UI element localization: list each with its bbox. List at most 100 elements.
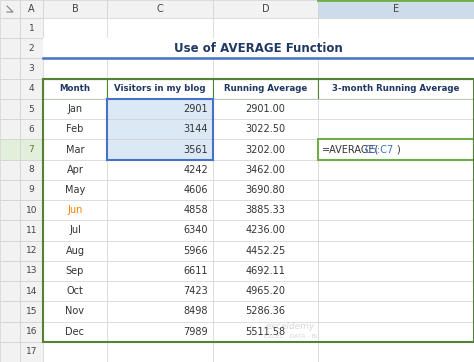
Bar xyxy=(318,99,474,119)
Bar xyxy=(43,119,107,139)
Bar xyxy=(43,281,107,301)
Bar xyxy=(107,281,213,301)
Bar xyxy=(43,79,474,342)
Bar xyxy=(20,59,43,79)
Bar xyxy=(20,281,43,301)
Bar xyxy=(318,301,474,321)
Bar xyxy=(43,321,107,342)
Text: 5511.58: 5511.58 xyxy=(246,327,285,337)
Bar xyxy=(20,99,43,119)
Text: Mar: Mar xyxy=(66,144,84,155)
Bar xyxy=(43,281,107,301)
Text: 4452.25: 4452.25 xyxy=(246,246,286,256)
Bar xyxy=(107,241,213,261)
Bar xyxy=(318,342,474,362)
Bar xyxy=(213,59,318,79)
Bar xyxy=(43,38,474,59)
Bar xyxy=(107,18,213,38)
Bar xyxy=(43,79,107,99)
Text: 4236.00: 4236.00 xyxy=(246,226,285,235)
Text: C: C xyxy=(156,4,164,14)
Bar xyxy=(213,321,318,342)
Text: 12: 12 xyxy=(26,246,37,255)
Bar xyxy=(318,220,474,241)
Text: Month: Month xyxy=(60,84,91,93)
Bar xyxy=(213,200,318,220)
Bar xyxy=(0,261,20,281)
Text: 11: 11 xyxy=(26,226,37,235)
Text: 6340: 6340 xyxy=(183,226,208,235)
Bar xyxy=(213,261,318,281)
Bar xyxy=(213,160,318,180)
Bar xyxy=(213,139,318,160)
Text: 15: 15 xyxy=(26,307,37,316)
Bar xyxy=(20,160,43,180)
Bar xyxy=(213,18,318,38)
Bar xyxy=(213,342,318,362)
Bar xyxy=(318,241,474,261)
Bar xyxy=(107,321,213,342)
Bar xyxy=(107,38,213,59)
Bar xyxy=(318,200,474,220)
Bar xyxy=(107,99,213,119)
Bar xyxy=(213,200,318,220)
Bar xyxy=(213,261,318,281)
Bar xyxy=(318,321,474,342)
Bar xyxy=(318,139,474,160)
Text: A: A xyxy=(28,4,35,14)
Text: 3690.80: 3690.80 xyxy=(246,185,285,195)
Bar xyxy=(107,79,213,99)
Bar xyxy=(213,241,318,261)
Bar xyxy=(43,79,107,99)
Text: C5:C7: C5:C7 xyxy=(365,144,394,155)
Text: 9: 9 xyxy=(28,185,35,194)
Text: Jun: Jun xyxy=(67,205,82,215)
Bar xyxy=(318,99,474,119)
Bar xyxy=(318,281,474,301)
Bar xyxy=(43,301,107,321)
Text: May: May xyxy=(65,185,85,195)
Text: Apr: Apr xyxy=(66,165,83,175)
Bar xyxy=(318,119,474,139)
Bar xyxy=(43,160,107,180)
Bar xyxy=(43,38,107,59)
Bar xyxy=(107,220,213,241)
Bar xyxy=(107,160,213,180)
Text: 4858: 4858 xyxy=(183,205,208,215)
Bar xyxy=(318,281,474,301)
Bar xyxy=(43,220,107,241)
Text: 8498: 8498 xyxy=(183,306,208,316)
Text: 7423: 7423 xyxy=(183,286,208,296)
Bar xyxy=(43,99,107,119)
Bar xyxy=(107,261,213,281)
Bar xyxy=(213,99,318,119)
Bar xyxy=(107,301,213,321)
Bar xyxy=(107,79,213,99)
Text: 3: 3 xyxy=(28,64,35,73)
Bar xyxy=(43,301,107,321)
Text: 6: 6 xyxy=(28,125,35,134)
Text: E: E xyxy=(393,4,399,14)
Text: Use of AVERAGE Function: Use of AVERAGE Function xyxy=(174,42,343,55)
Bar xyxy=(0,99,20,119)
Bar xyxy=(107,139,213,160)
Bar xyxy=(318,180,474,200)
Text: 4692.11: 4692.11 xyxy=(246,266,285,276)
Bar xyxy=(213,0,318,18)
Text: Jan: Jan xyxy=(67,104,82,114)
Text: 13: 13 xyxy=(26,266,37,275)
Text: 2: 2 xyxy=(29,44,34,53)
Text: 10: 10 xyxy=(26,206,37,215)
Text: Dec: Dec xyxy=(65,327,84,337)
Bar xyxy=(43,0,107,18)
Text: 3202.00: 3202.00 xyxy=(246,144,285,155)
Bar xyxy=(43,200,107,220)
Bar xyxy=(107,119,213,139)
Text: 3561: 3561 xyxy=(183,144,208,155)
Bar xyxy=(213,99,318,119)
Text: EXCEL · DATA · BI: EXCEL · DATA · BI xyxy=(264,334,317,339)
Bar xyxy=(20,301,43,321)
Bar xyxy=(318,18,474,38)
Bar xyxy=(213,38,318,59)
Bar xyxy=(20,220,43,241)
